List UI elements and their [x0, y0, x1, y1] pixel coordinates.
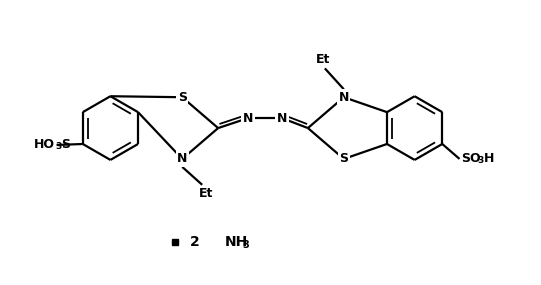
Text: N: N: [339, 91, 349, 104]
Text: N: N: [243, 112, 253, 125]
Text: 3: 3: [478, 156, 484, 165]
Text: S: S: [62, 139, 70, 152]
Text: 3: 3: [56, 142, 62, 152]
Text: SO: SO: [461, 152, 481, 165]
Text: S: S: [178, 91, 187, 104]
Text: 2: 2: [190, 235, 200, 249]
Text: H: H: [484, 152, 494, 165]
Text: Et: Et: [199, 187, 213, 200]
Text: Et: Et: [316, 53, 330, 66]
Text: NH: NH: [225, 235, 248, 249]
Text: 3: 3: [242, 239, 249, 249]
Text: N: N: [277, 112, 287, 125]
Text: HO: HO: [34, 139, 55, 152]
Text: S: S: [339, 152, 348, 165]
Text: N: N: [177, 152, 187, 165]
